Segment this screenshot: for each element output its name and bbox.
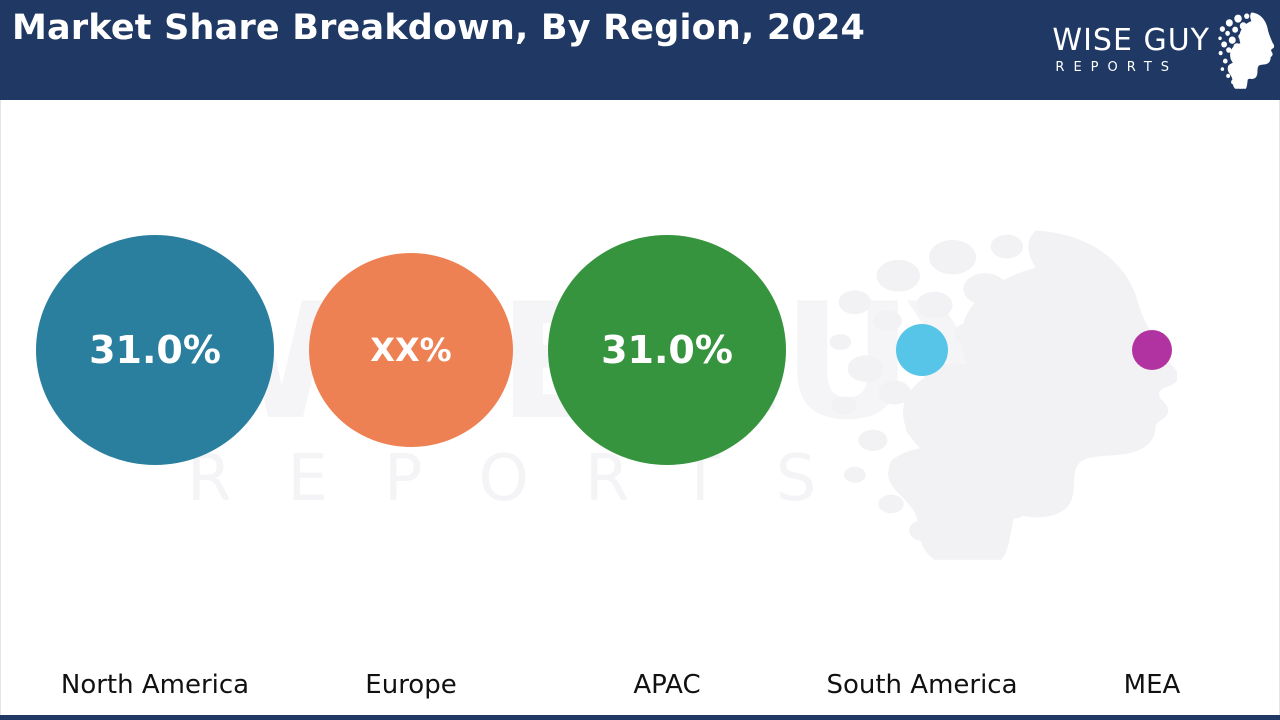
watermark-head-silhouette	[829, 230, 1177, 560]
footer-accent-bar	[0, 715, 1280, 720]
region-label-south-america: South America	[826, 670, 1018, 700]
watermark-reports-text: REPORTS	[187, 442, 873, 516]
bubble-apac: 31.0%	[548, 235, 786, 465]
page-title: Market Share Breakdown, By Region, 2024	[12, 8, 866, 48]
header-bar: Market Share Breakdown, By Region, 2024 …	[0, 0, 1280, 100]
logo-text: WISE GUY REPORTS	[1052, 25, 1210, 75]
region-label-europe: Europe	[365, 670, 457, 700]
region-label-apac: APAC	[633, 670, 701, 700]
region-label-mea: MEA	[1123, 670, 1181, 700]
region-label-north-america: North America	[60, 670, 250, 700]
bubble-south-america	[896, 324, 948, 376]
bubble-mea	[1132, 330, 1172, 370]
logo-reports-text: REPORTS	[1055, 59, 1179, 75]
chart-area: WISE GUY REPORTS 31.0%XX%31.0% North Ame…	[0, 100, 1280, 715]
logo-wiseguy-text: WISE GUY	[1052, 23, 1210, 59]
bubble-europe: XX%	[309, 253, 513, 447]
logo-head-icon	[1218, 12, 1274, 89]
bubble-north-america: 31.0%	[36, 235, 274, 465]
bubble-value-label: 31.0%	[89, 328, 221, 372]
bubble-value-label: 31.0%	[601, 328, 733, 372]
wiseguy-logo: WISE GUY REPORTS	[1052, 0, 1274, 100]
bubble-value-label: XX%	[370, 331, 452, 369]
